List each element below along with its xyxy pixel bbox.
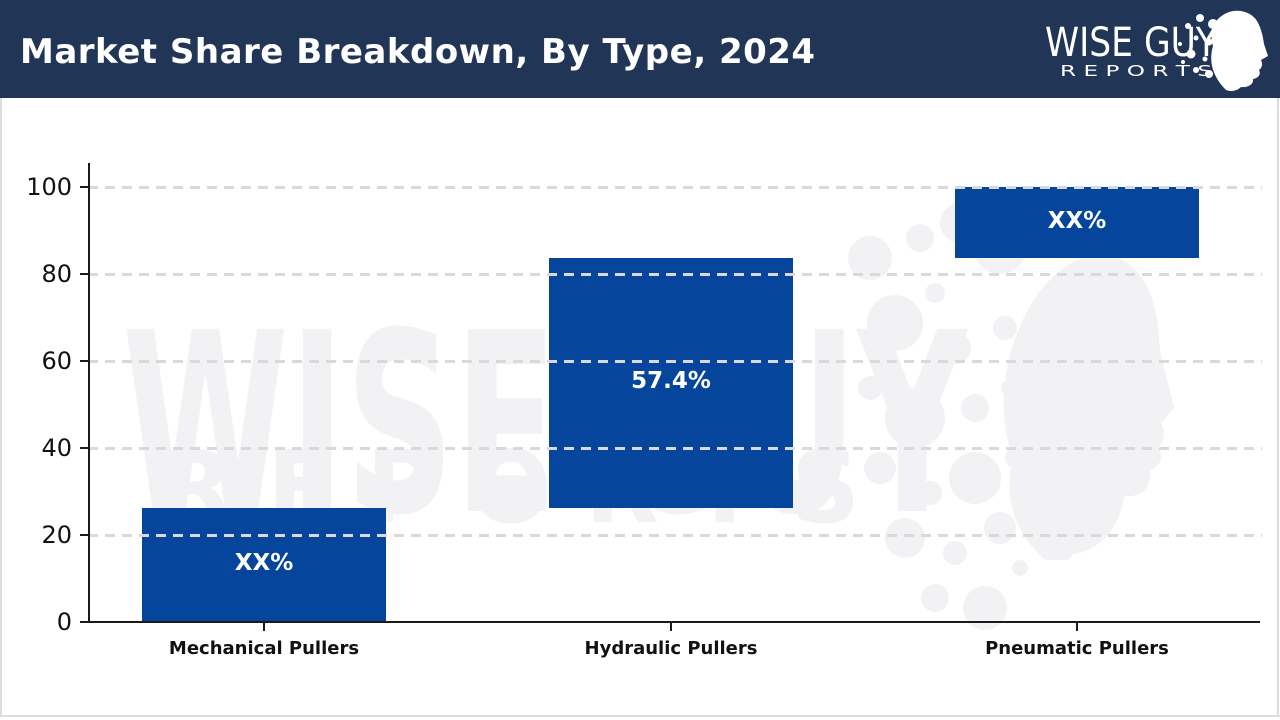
x-axis-line [88,621,1260,623]
frame-border-right [1277,98,1279,717]
watermark-face-icon [1003,254,1174,560]
y-axis-line [88,163,90,623]
header: Market Share Breakdown, By Type, 2024 WI… [0,0,1280,98]
logo-text-reports: R E P O R T S [1060,62,1212,80]
chart-title: Market Share Breakdown, By Type, 2024 [20,32,816,72]
logo-face-icon [1211,10,1268,92]
wise-guy-logo: WISE GUY R E P O R T S [1045,10,1268,92]
watermark-text-reports: R E P O R T S [160,429,860,546]
watermark: WISE GUY R E P O R T S [122,203,1174,630]
frame-border-bottom [0,715,1280,717]
frame-border-left [0,98,2,717]
logo-text-wiseguy: WISE GUY [1045,20,1217,66]
